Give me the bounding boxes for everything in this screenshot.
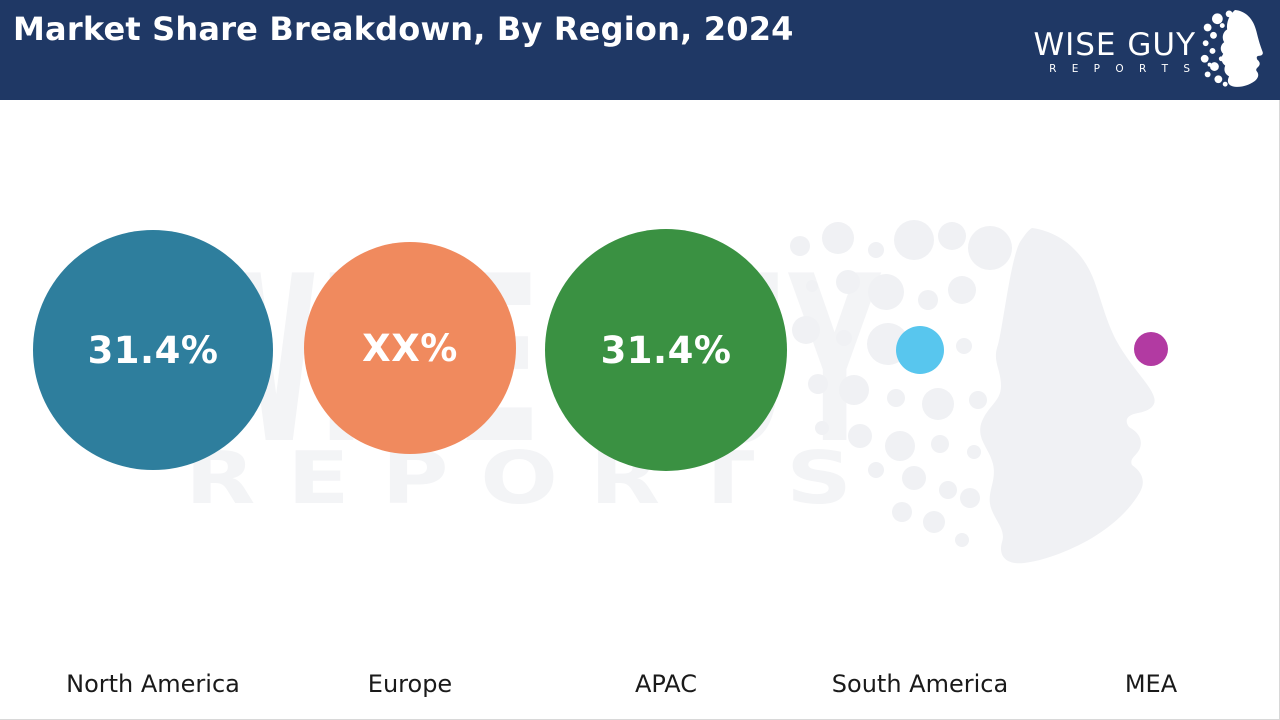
logo-subtitle: R E P O R T S bbox=[1049, 62, 1196, 75]
bubble-apac[interactable]: 31.4% bbox=[545, 229, 787, 471]
wiseguy-head-icon bbox=[1200, 8, 1266, 94]
bubble-europe[interactable]: XX% bbox=[304, 242, 516, 454]
bubble-value: 31.4% bbox=[87, 328, 219, 372]
category-label-south-america: South America bbox=[831, 670, 1009, 698]
category-label-apac: APAC bbox=[634, 670, 698, 698]
bubble-value: XX% bbox=[362, 326, 458, 370]
page-title: Market Share Breakdown, By Region, 2024 bbox=[13, 10, 794, 48]
category-label-north-america: North America bbox=[66, 670, 240, 698]
category-label-mea: MEA bbox=[1124, 670, 1178, 698]
bubble-south-america[interactable] bbox=[896, 326, 944, 374]
bubble-value: 31.4% bbox=[600, 328, 732, 372]
chart-area: WISE GUY R E P O R T S 31.4% XX% bbox=[0, 100, 1280, 720]
header-bar: Market Share Breakdown, By Region, 2024 … bbox=[0, 0, 1280, 100]
category-label-europe: Europe bbox=[367, 670, 453, 698]
bubble-mea[interactable] bbox=[1134, 332, 1168, 366]
logo-text: WISE GUY R E P O R T S bbox=[1033, 28, 1196, 75]
logo-wordmark: WISE GUY bbox=[1033, 26, 1196, 63]
watermark-subtitle: R E P O R T S bbox=[185, 436, 852, 520]
wiseguy-logo: WISE GUY R E P O R T S bbox=[1033, 0, 1280, 94]
bubble-north-america[interactable]: 31.4% bbox=[33, 230, 273, 470]
